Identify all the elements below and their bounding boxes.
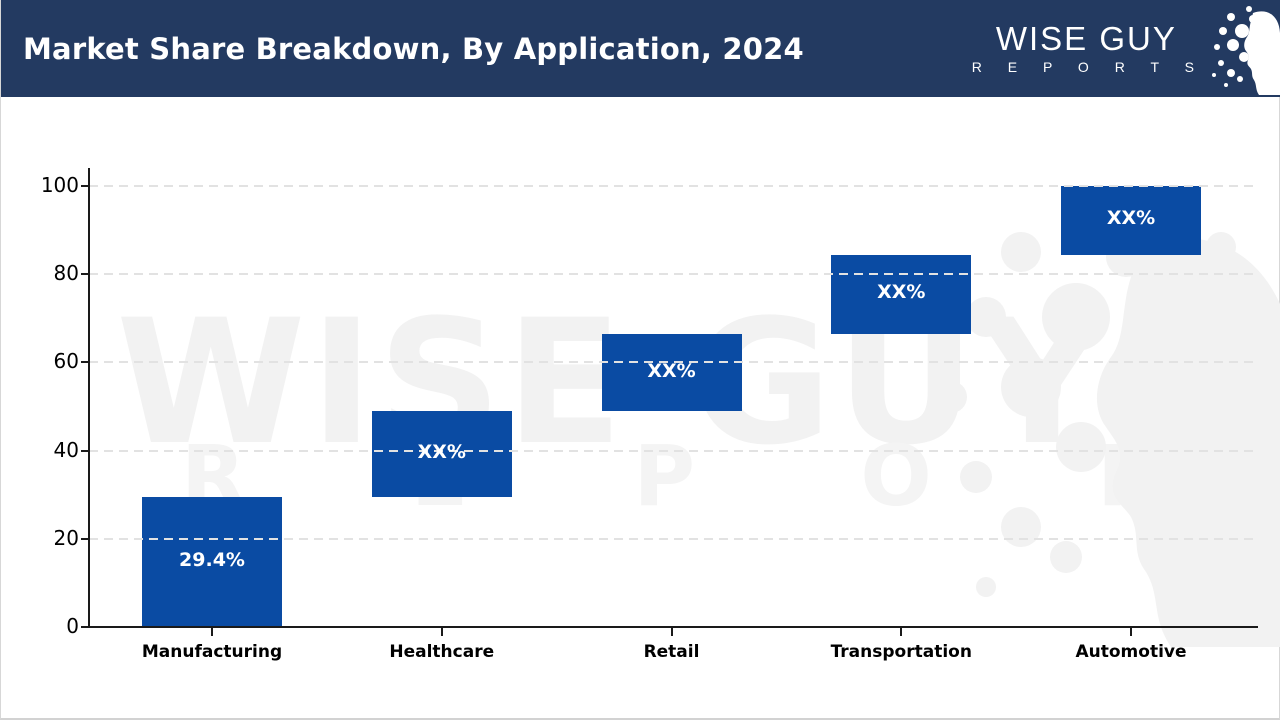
gridline-y-100: [89, 185, 1258, 187]
gridline-y-40: [89, 449, 1258, 452]
logo-wordmark: WISE GUY: [995, 20, 1177, 57]
x-tick-2: [670, 628, 673, 636]
x-category-label: Healthcare: [389, 642, 495, 662]
y-tick-label-60: 60: [53, 349, 79, 374]
y-tick-label-100: 100: [40, 173, 79, 197]
x-category-label: Transportation: [830, 642, 972, 662]
bar-retail: [601, 334, 742, 411]
chart-area: WISE GUY R E P O R T S 02040608010029.4%…: [1, 97, 1280, 717]
brand-logo-text: WISE GUY R E P O R T S: [968, 22, 1205, 75]
gridline-y-80: [89, 273, 1258, 276]
y-tick-label-40: 40: [53, 437, 79, 462]
y-tick-label-20: 20: [53, 525, 79, 550]
y-tick-0: [81, 626, 89, 628]
bar-value-label: XX%: [1106, 207, 1156, 230]
logo-face-icon: [1212, 5, 1280, 95]
bar-manufacturing: [142, 497, 282, 627]
y-tick-60: [81, 361, 89, 364]
bar-transportation: [831, 254, 972, 335]
y-axis-line: [88, 168, 90, 628]
x-tick-4: [1130, 628, 1132, 636]
bar-healthcare: [371, 410, 512, 498]
y-tick-label-0: 0: [66, 614, 79, 638]
y-tick-label-80: 80: [53, 261, 79, 286]
bar-value-label: XX%: [877, 281, 926, 304]
x-tick-1: [440, 628, 443, 636]
gridline-y-60: [89, 361, 1258, 364]
brand-logo: WISE GUY R E P O R T S: [968, 0, 1280, 97]
page-title: Market Share Breakdown, By Application, …: [23, 31, 804, 66]
x-tick-3: [900, 628, 903, 636]
bar-value-label: XX%: [647, 359, 696, 382]
bar-value-label: XX%: [417, 441, 466, 464]
bar-automotive: [1061, 186, 1201, 255]
x-axis-line: [88, 626, 1258, 628]
x-category-label: Manufacturing: [141, 642, 283, 662]
y-tick-80: [81, 273, 89, 276]
header-bar: Market Share Breakdown, By Application, …: [1, 0, 1280, 97]
watermark-face-icon: [935, 192, 1280, 647]
x-category-label: Retail: [643, 642, 700, 662]
y-tick-40: [81, 449, 89, 452]
bar-value-label: 29.4%: [179, 549, 245, 572]
y-tick-20: [81, 537, 89, 540]
x-tick-0: [211, 628, 213, 636]
y-tick-100: [81, 185, 89, 187]
logo-subtext: R E P O R T S: [971, 59, 1205, 75]
gridline-y-20: [89, 537, 1258, 540]
x-category-label: Automotive: [1075, 642, 1187, 662]
